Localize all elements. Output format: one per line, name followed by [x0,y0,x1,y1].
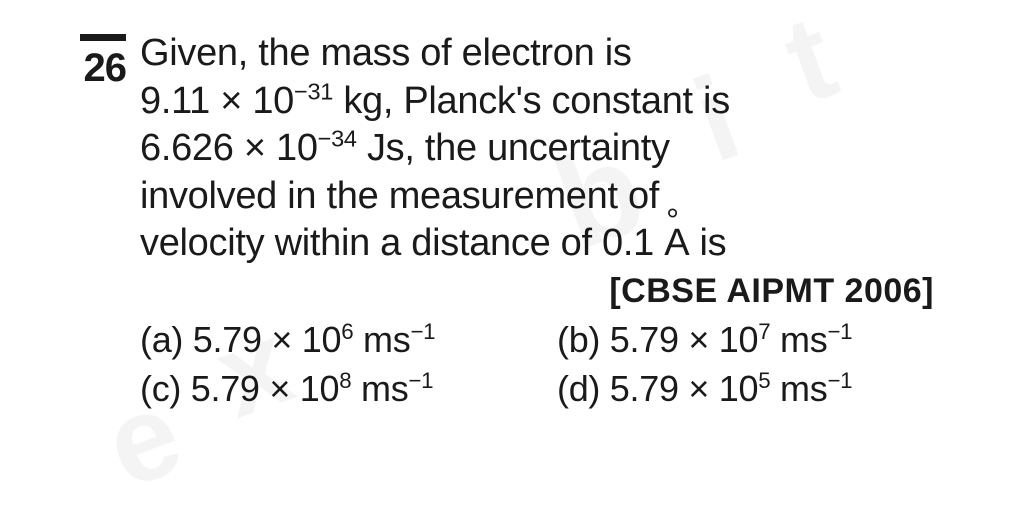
question-line: Given, the mass of electron is [140,30,974,78]
question-line: 9.11 × 10−31 kg, Planck's constant is [140,78,974,126]
question-number-bar [80,34,126,41]
question-line: velocity within a distance of 0.1 A is [140,220,974,268]
question-line: involved in the measurement of [140,173,974,221]
option-a: (a) 5.79 × 106 ms−1 [140,316,557,365]
question-number-block: 26 [70,30,140,88]
option-b: (b) 5.79 × 107 ms−1 [557,316,974,365]
options-block: (a) 5.79 × 106 ms−1 (b) 5.79 × 107 ms−1 … [140,316,974,413]
question-source: [CBSE AIPMT 2006] [140,270,974,313]
question-line: 6.626 × 10−34 Js, the uncertainty [140,125,974,173]
option-c: (c) 5.79 × 108 ms−1 [140,365,557,414]
question-body: Given, the mass of electron is 9.11 × 10… [140,30,974,413]
option-d: (d) 5.79 × 105 ms−1 [557,365,974,414]
question-number: 26 [84,46,127,90]
